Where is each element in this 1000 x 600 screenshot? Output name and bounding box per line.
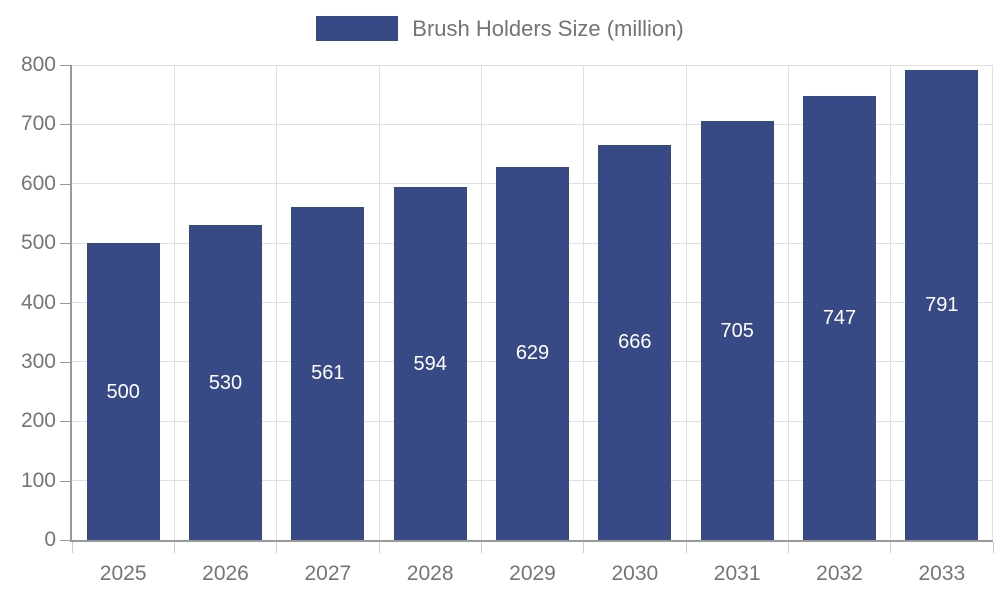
bar-2031: 705 [700,121,774,540]
bar-value-label: 666 [618,331,652,354]
y-axis-tick [60,421,71,423]
bar-value-label: 705 [720,319,754,342]
y-axis-tick-label: 0 [44,528,56,551]
x-axis-tick-label: 2029 [509,562,556,585]
bar-2027: 561 [291,206,365,540]
x-axis-tick-label: 2027 [304,562,352,585]
x-axis-tick-label: 2031 [713,562,761,585]
x-axis-tick [173,542,175,553]
bar-value-label: 530 [208,371,243,394]
x-gridline [378,65,380,540]
x-axis-tick [992,542,994,553]
y-axis-tick [60,124,71,126]
x-gridline [991,65,993,540]
x-axis-tick-label: 2025 [99,562,147,585]
x-axis-tick-label: 2030 [611,562,659,585]
y-axis-tick-label: 500 [20,231,56,255]
y-gridline [72,64,993,66]
x-axis-tick [787,542,789,553]
bar-2025: 500 [86,243,160,540]
x-axis-tick [71,542,73,553]
y-axis-tick-label: 100 [20,468,56,492]
x-axis-tick [276,542,278,553]
y-axis-line [70,65,72,542]
x-gridline [890,65,892,540]
bar-2032: 747 [803,96,876,540]
y-gridline [72,123,993,125]
x-axis-tick-label: 2028 [406,562,454,585]
y-axis-tick-label: 300 [20,349,56,373]
bar-2029: 629 [496,166,569,540]
x-axis-tick [480,542,482,553]
y-axis-tick [60,243,71,245]
bar-value-label: 500 [106,380,140,403]
y-axis-tick-label: 600 [20,171,56,195]
y-axis-tick [60,480,71,482]
y-axis-tick [60,302,71,304]
x-axis-tick-label: 2033 [918,562,966,585]
bar-2028: 594 [393,187,467,540]
bar-2033: 791 [905,70,979,540]
legend-swatch[interactable] [316,16,399,41]
x-axis-tick-label: 2026 [202,562,249,585]
bar-2030: 666 [598,144,672,540]
x-gridline [583,65,585,540]
legend[interactable]: Brush Holders Size (million) [0,16,1000,41]
y-axis-tick-label: 700 [20,112,56,136]
x-gridline [173,65,175,540]
y-axis-tick [60,65,71,66]
x-axis-line [70,540,993,542]
y-axis-tick-label: 400 [20,290,56,314]
bar-value-label: 594 [413,352,447,375]
legend-label[interactable]: Brush Holders Size (million) [412,16,684,41]
x-gridline [685,65,687,540]
bar-value-label: 791 [925,294,959,317]
plot-area: 500 530 561 594 629 666 705 747 791 [72,64,993,540]
y-axis-tick [60,540,71,541]
bar-value-label: 561 [311,362,345,385]
y-axis-tick-label: 200 [20,409,56,433]
x-gridline [276,65,278,540]
x-gridline [787,65,789,540]
y-axis-tick-label: 800 [20,53,56,76]
y-axis-tick [60,183,71,185]
x-axis-tick [583,542,585,553]
y-axis-tick [60,361,71,363]
x-axis-tick [890,542,892,553]
x-gridline [480,65,482,540]
bar-value-label: 629 [515,342,550,365]
x-axis-tick [378,542,380,553]
x-axis-tick-label: 2032 [816,562,863,585]
bar-2026: 530 [189,225,262,540]
x-axis-tick [685,542,687,553]
bar-value-label: 747 [822,307,857,330]
